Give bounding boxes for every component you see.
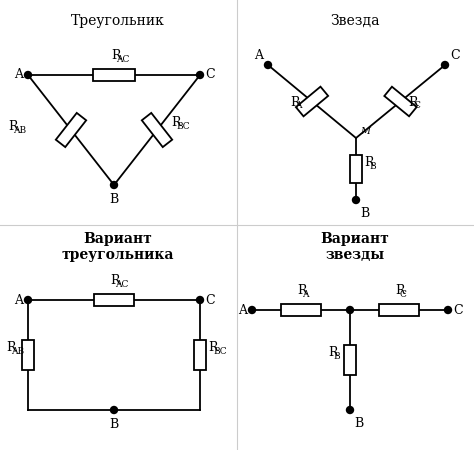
Text: A: A (14, 293, 23, 306)
Text: AB: AB (13, 126, 26, 135)
Text: C: C (413, 102, 420, 111)
Text: C: C (453, 303, 463, 316)
Text: B: B (109, 418, 118, 431)
Text: C: C (205, 293, 215, 306)
Text: R: R (409, 95, 418, 108)
Text: C: C (205, 68, 215, 81)
Text: A: A (295, 102, 301, 111)
Text: B: B (333, 352, 340, 361)
Text: R: R (8, 120, 18, 133)
Text: M: M (360, 127, 370, 136)
Text: Вариант
треугольника: Вариант треугольника (62, 232, 174, 262)
Text: R: R (171, 116, 181, 129)
Text: BC: BC (213, 347, 227, 356)
Circle shape (110, 406, 118, 414)
Text: B: B (360, 207, 369, 220)
Bar (56, 113, 86, 147)
Circle shape (248, 306, 255, 314)
Text: R: R (110, 274, 119, 287)
Text: AB: AB (11, 347, 24, 356)
Text: R: R (6, 341, 16, 354)
Text: A: A (14, 68, 23, 81)
Bar (93, 69, 135, 81)
Circle shape (353, 197, 359, 203)
Circle shape (264, 62, 272, 68)
Text: C: C (450, 49, 460, 62)
Text: R: R (290, 95, 300, 108)
Text: AC: AC (116, 55, 129, 64)
Bar (296, 87, 328, 117)
Bar (281, 304, 321, 316)
Text: A: A (238, 303, 247, 316)
Text: B: B (109, 193, 118, 206)
Circle shape (197, 297, 203, 303)
Bar (379, 304, 419, 316)
Text: R: R (364, 156, 374, 169)
Circle shape (110, 181, 118, 189)
Circle shape (25, 297, 31, 303)
Text: Треугольник: Треугольник (71, 14, 165, 28)
Bar (350, 155, 362, 183)
Text: Вариант
звезды: Вариант звезды (320, 232, 389, 262)
Bar (142, 113, 172, 147)
Text: AC: AC (115, 280, 128, 289)
Text: R: R (395, 284, 404, 297)
Circle shape (346, 406, 354, 414)
Bar (94, 294, 134, 306)
Text: A: A (254, 49, 263, 62)
Circle shape (346, 306, 354, 314)
Text: C: C (400, 290, 407, 299)
Bar (344, 345, 356, 375)
Text: R: R (297, 284, 307, 297)
Text: Звезда: Звезда (330, 14, 380, 28)
Text: A: A (302, 290, 309, 299)
Text: B: B (369, 162, 375, 171)
Text: R: R (208, 341, 218, 354)
Bar (384, 87, 417, 116)
Text: R: R (111, 49, 120, 62)
Bar (194, 340, 206, 370)
Text: BC: BC (176, 122, 190, 131)
Bar (22, 340, 34, 370)
Circle shape (445, 306, 452, 314)
Circle shape (197, 72, 203, 78)
Circle shape (441, 62, 448, 68)
Circle shape (25, 72, 31, 78)
Text: R: R (328, 346, 337, 359)
Text: B: B (354, 417, 363, 430)
